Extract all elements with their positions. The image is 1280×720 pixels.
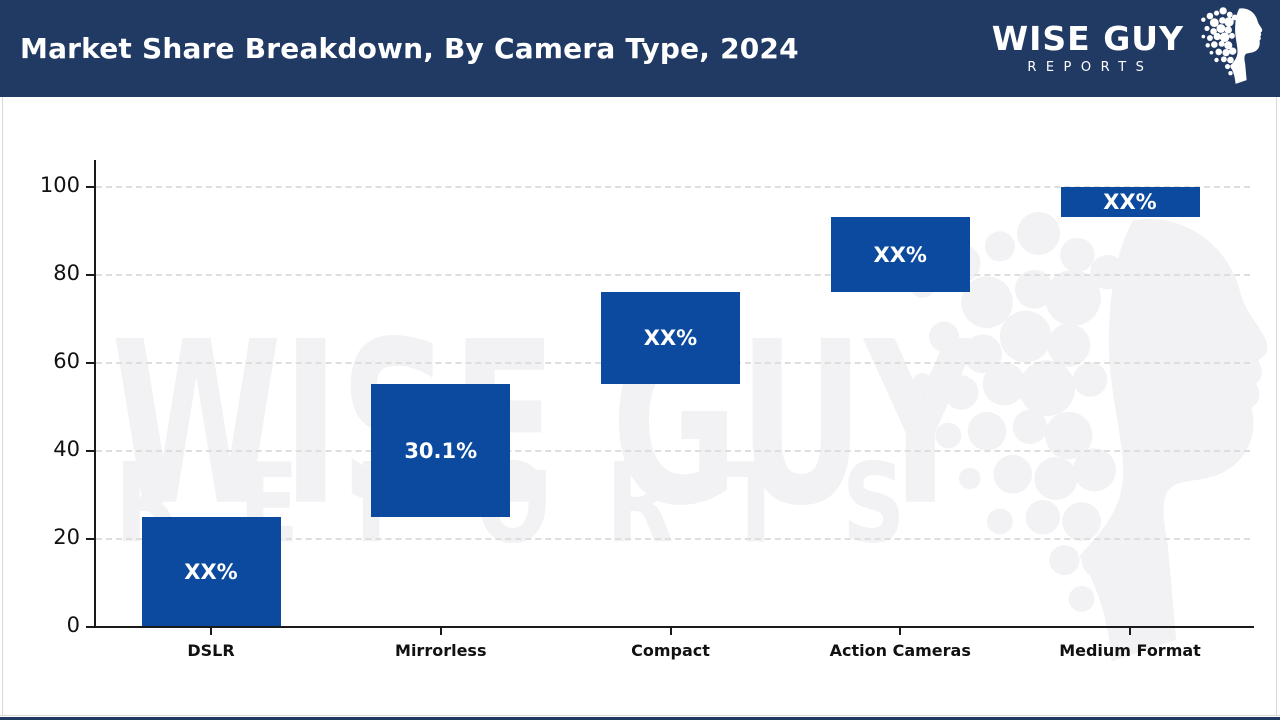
x-category-label-1: Mirrorless [395,641,487,660]
y-tick-label-60: 60 [53,348,80,373]
y-tick-label-40: 40 [53,436,80,461]
y-tick-label-80: 80 [53,260,80,285]
x-category-label-4: Medium Format [1059,641,1201,660]
y-tick-label-100: 100 [39,172,80,197]
x-axis-line [94,626,1254,628]
bar-compact: XX% [601,291,740,385]
footer-accent-bar [0,717,1280,720]
card-border-bottom [0,715,1280,716]
bar-medium-format: XX% [1060,186,1200,218]
y-axis-line [94,160,96,628]
bar-value-label: XX% [1103,189,1157,214]
x-tick-mark-0 [210,628,212,635]
gridline-80 [96,273,1250,276]
gridline-40 [96,449,1250,452]
bar-value-label: XX% [643,326,698,351]
y-tick-mark-80 [86,273,95,276]
y-tick-mark-100 [86,185,95,188]
page-title: Market Share Breakdown, By Camera Type, … [20,32,799,65]
y-tick-mark-60 [86,361,95,364]
bar-value-label: 30.1% [404,438,478,463]
bar-dslr: XX% [141,516,281,627]
x-category-label-3: Action Cameras [829,641,971,660]
bar-value-label: XX% [184,559,238,584]
x-category-label-2: Compact [631,641,710,660]
bar-action-cameras: XX% [830,217,970,292]
wise-guy-reports-logo: WISE GUY REPORTS [992,5,1270,93]
logo-subtitle: REPORTS [1027,59,1154,75]
dotted-head-icon [1201,6,1263,84]
watermark-dotted-head-icon [909,211,1268,662]
x-tick-mark-4 [1129,628,1131,635]
y-tick-label-0: 0 [66,613,80,637]
card-border-left [2,97,3,715]
logo-text: WISE GUY REPORTS [992,22,1184,75]
x-tick-mark-2 [669,628,672,635]
x-tick-mark-3 [899,628,902,635]
y-tick-mark-0 [86,626,95,628]
y-tick-label-20: 20 [53,524,80,549]
y-tick-mark-20 [86,537,95,540]
report-header: Market Share Breakdown, By Camera Type, … [0,0,1280,97]
gridline-100 [96,185,1250,188]
gridline-20 [96,537,1250,540]
logo-wordmark: WISE GUY [991,19,1184,59]
y-tick-mark-40 [86,449,95,452]
watermark-wordmark: WISE GUY [111,293,977,556]
bar-value-label: XX% [873,242,927,267]
plot-area: XX% 30.1% XX% XX% XX% [96,160,1250,627]
x-tick-mark-1 [439,628,442,635]
bar-mirrorless: 30.1% [371,384,511,517]
card-border-right [1276,97,1277,715]
x-category-label-0: DSLR [187,641,235,660]
